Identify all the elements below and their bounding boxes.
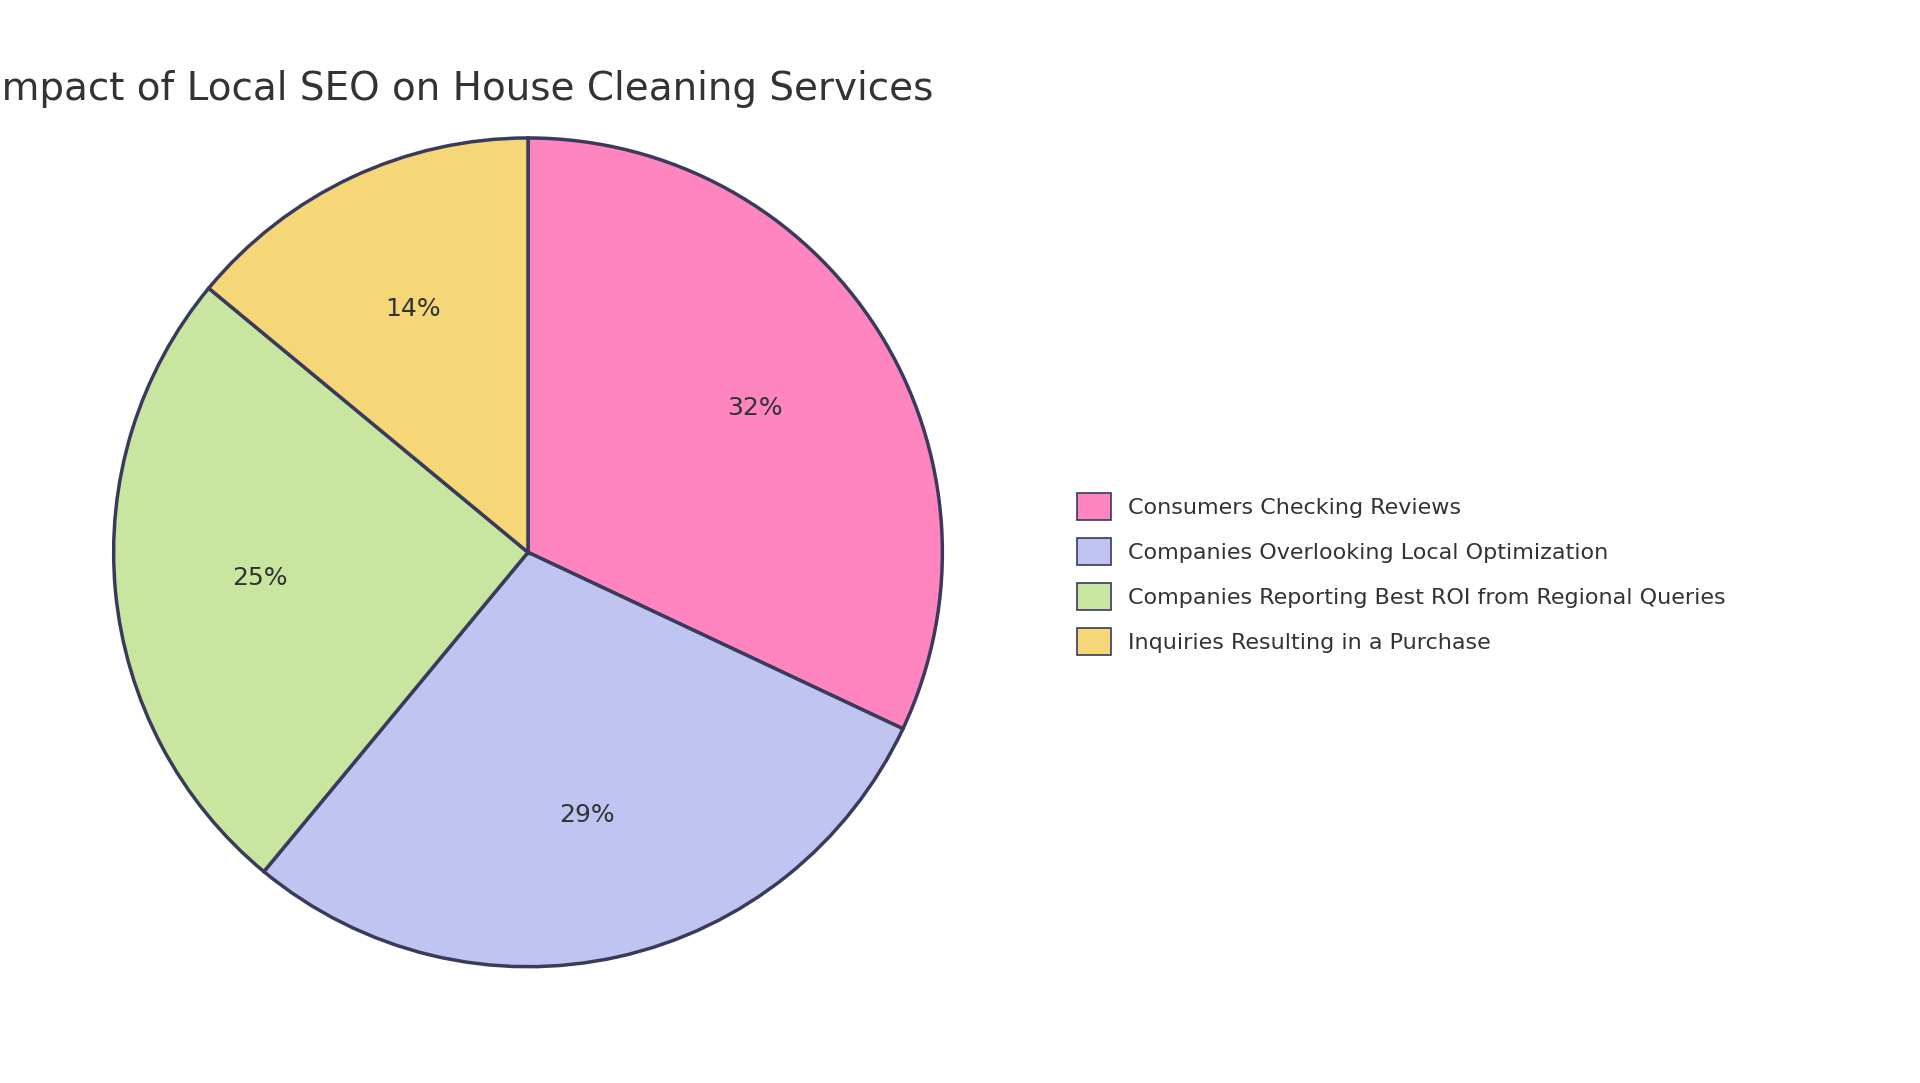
Text: 29%: 29%: [559, 804, 614, 827]
Text: 32%: 32%: [728, 396, 783, 420]
Wedge shape: [209, 138, 528, 552]
Wedge shape: [263, 552, 902, 967]
Text: 25%: 25%: [232, 565, 288, 589]
Wedge shape: [528, 138, 943, 729]
Wedge shape: [113, 288, 528, 872]
Text: 14%: 14%: [386, 297, 442, 321]
Legend: Consumers Checking Reviews, Companies Overlooking Local Optimization, Companies : Consumers Checking Reviews, Companies Ov…: [1077, 493, 1726, 655]
Text: Impact of Local SEO on House Cleaning Services: Impact of Local SEO on House Cleaning Se…: [0, 70, 933, 108]
